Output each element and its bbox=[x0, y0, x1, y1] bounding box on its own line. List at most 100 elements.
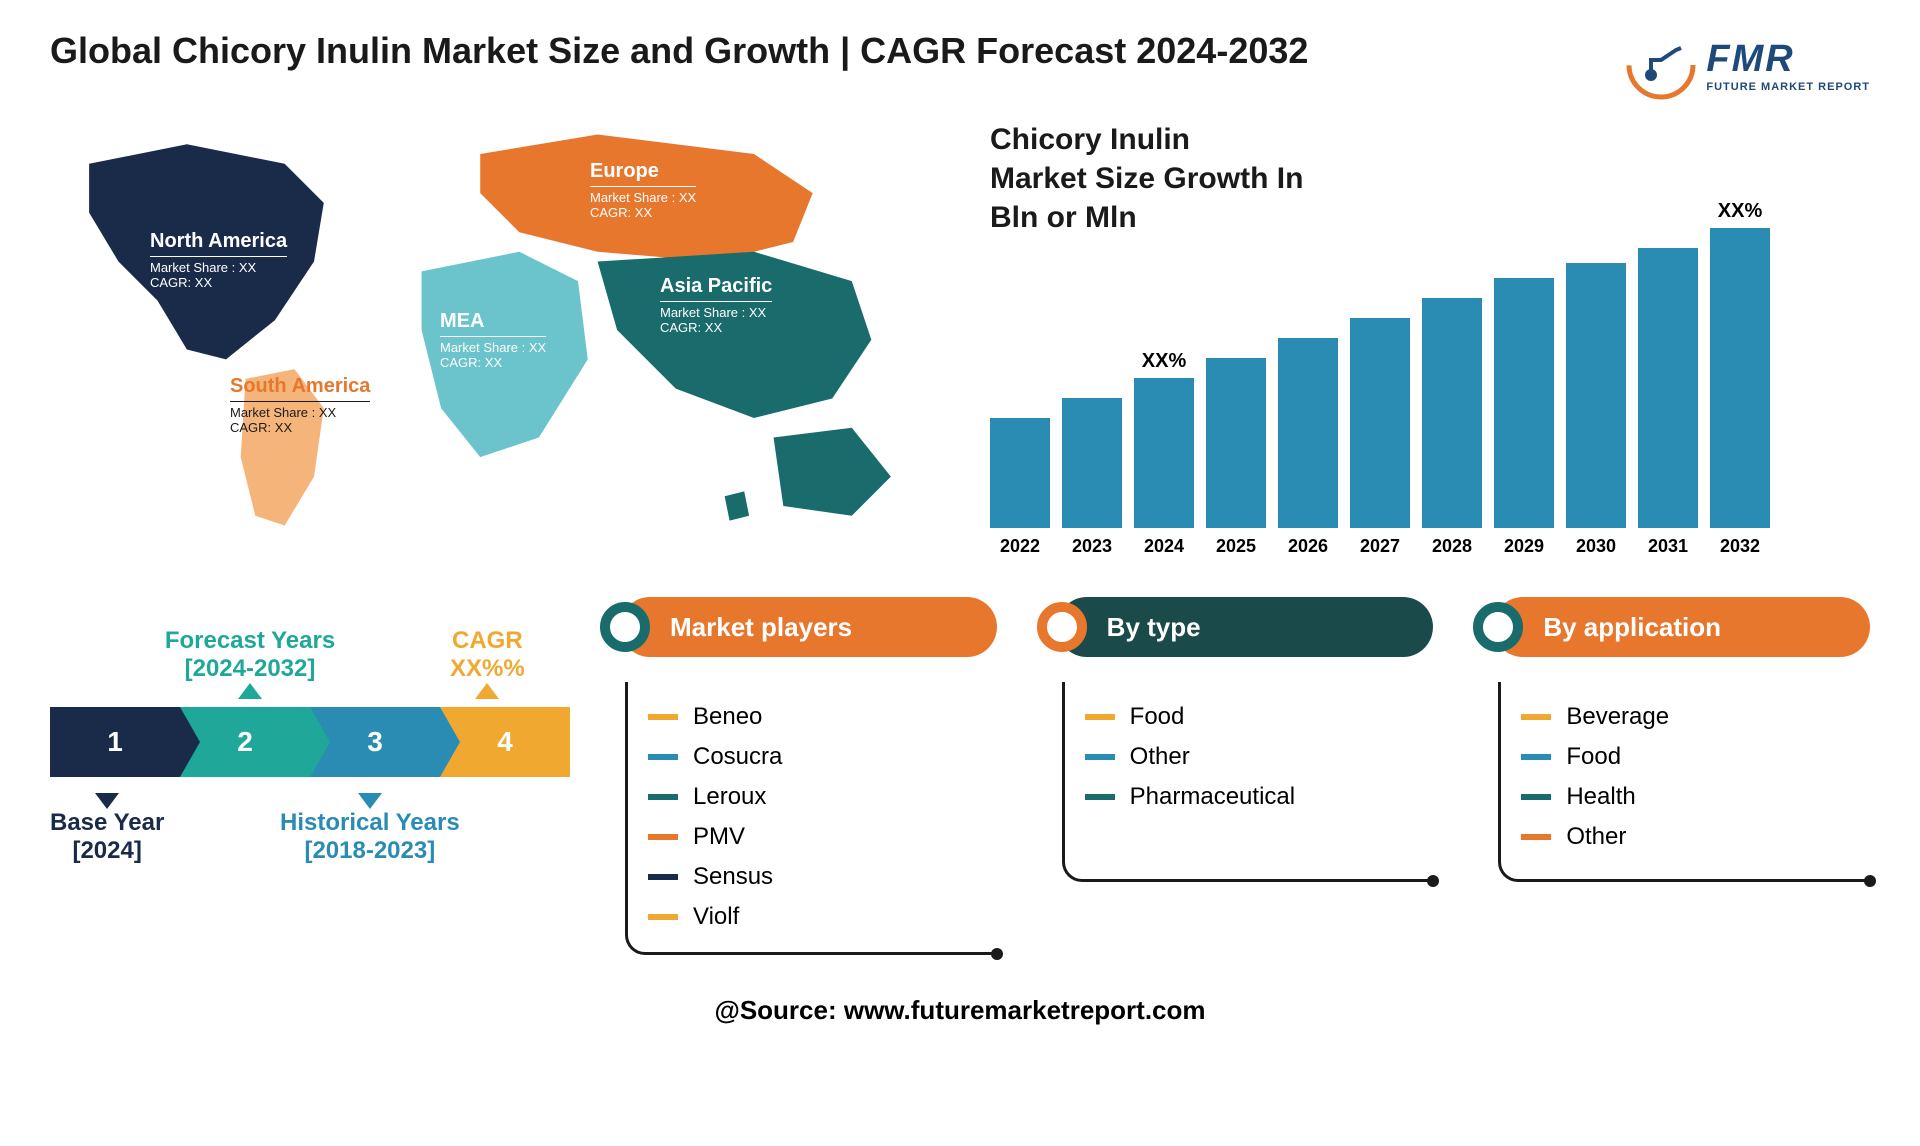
bar bbox=[1134, 378, 1194, 528]
logo-icon bbox=[1626, 30, 1696, 100]
bar-year-label: 2023 bbox=[1072, 536, 1112, 557]
bar bbox=[1710, 228, 1770, 528]
category-body: Food Other Pharmaceutical bbox=[1062, 682, 1434, 882]
category-item: Beneo bbox=[648, 697, 997, 737]
dash-icon bbox=[648, 794, 678, 800]
category-item-label: Violf bbox=[693, 903, 739, 931]
category-item: Beverage bbox=[1521, 697, 1870, 737]
circle-icon bbox=[1473, 602, 1523, 652]
dash-icon bbox=[648, 874, 678, 880]
bar bbox=[1422, 298, 1482, 528]
circle-icon bbox=[600, 602, 650, 652]
category-item-label: Food bbox=[1130, 703, 1185, 731]
category-item: Cosucra bbox=[648, 737, 997, 777]
bar-year-label: 2022 bbox=[1000, 536, 1040, 557]
bar-year-label: 2032 bbox=[1720, 536, 1760, 557]
category-item-label: Other bbox=[1566, 823, 1626, 851]
category-item: Leroux bbox=[648, 777, 997, 817]
category-item-label: Sensus bbox=[693, 863, 773, 891]
bar-2026: 2026 bbox=[1278, 338, 1338, 557]
category-header: By application bbox=[1473, 597, 1870, 657]
bar bbox=[990, 418, 1050, 528]
timeline: Forecast Years [2024-2032] CAGR XX%% 123… bbox=[50, 597, 570, 887]
bar bbox=[1566, 263, 1626, 528]
bar-2024: XX%2024 bbox=[1134, 378, 1194, 557]
category-item-label: Other bbox=[1130, 743, 1190, 771]
category-title: Market players bbox=[620, 597, 997, 657]
bar-callout: XX% bbox=[1142, 350, 1186, 373]
dash-icon bbox=[1521, 754, 1551, 760]
region-asia-pacific: Asia Pacific Market Share : XX CAGR: XX bbox=[660, 275, 772, 335]
bar-year-label: 2029 bbox=[1504, 536, 1544, 557]
category-body: Beverage Food Health Other bbox=[1498, 682, 1870, 882]
bar-2025: 2025 bbox=[1206, 358, 1266, 557]
circle-icon bbox=[1037, 602, 1087, 652]
region-mea: MEA Market Share : XX CAGR: XX bbox=[440, 310, 546, 370]
category-item: Sensus bbox=[648, 857, 997, 897]
bar-2027: 2027 bbox=[1350, 318, 1410, 557]
bar bbox=[1638, 248, 1698, 528]
bar-year-label: 2030 bbox=[1576, 536, 1616, 557]
dash-icon bbox=[648, 834, 678, 840]
category-item-label: Cosucra bbox=[693, 743, 782, 771]
bar bbox=[1206, 358, 1266, 528]
category-item: Food bbox=[1085, 697, 1434, 737]
category-item-label: Health bbox=[1566, 783, 1635, 811]
timeline-seg-1: 1 bbox=[50, 707, 180, 777]
label-base: Base Year [2024] bbox=[50, 787, 164, 865]
bar-2029: 2029 bbox=[1494, 278, 1554, 557]
bar-year-label: 2024 bbox=[1144, 536, 1184, 557]
bar-2022: 2022 bbox=[990, 418, 1050, 557]
category-body: Beneo Cosucra Leroux PMV Sensus Violf bbox=[625, 682, 997, 955]
dash-icon bbox=[1521, 794, 1551, 800]
category-title: By application bbox=[1493, 597, 1870, 657]
bars-container: 20222023XX%20242025202620272028202920302… bbox=[990, 257, 1870, 557]
bar-2030: 2030 bbox=[1566, 263, 1626, 557]
bar-2023: 2023 bbox=[1062, 398, 1122, 557]
region-europe: Europe Market Share : XX CAGR: XX bbox=[590, 160, 696, 220]
category-item: Food bbox=[1521, 737, 1870, 777]
page-title: Global Chicory Inulin Market Size and Gr… bbox=[50, 30, 1308, 72]
dash-icon bbox=[1521, 714, 1551, 720]
category-header: By type bbox=[1037, 597, 1434, 657]
category-item-label: PMV bbox=[693, 823, 745, 851]
category-item: Pharmaceutical bbox=[1085, 777, 1434, 817]
dash-icon bbox=[1085, 714, 1115, 720]
category-item: Health bbox=[1521, 777, 1870, 817]
bar-year-label: 2031 bbox=[1648, 536, 1688, 557]
dash-icon bbox=[1085, 754, 1115, 760]
bottom-section: Forecast Years [2024-2032] CAGR XX%% 123… bbox=[50, 597, 1870, 955]
category-col: By type Food Other Pharmaceutical bbox=[1037, 597, 1434, 955]
category-item: PMV bbox=[648, 817, 997, 857]
bar-year-label: 2026 bbox=[1288, 536, 1328, 557]
category-item-label: Beneo bbox=[693, 703, 762, 731]
category-item-label: Leroux bbox=[693, 783, 766, 811]
category-title: By type bbox=[1057, 597, 1434, 657]
categories: Market players Beneo Cosucra Leroux PMV Sensu… bbox=[600, 597, 1870, 955]
bar bbox=[1350, 318, 1410, 528]
bar-2032: XX%2032 bbox=[1710, 228, 1770, 557]
category-col: Market players Beneo Cosucra Leroux PMV Sensu… bbox=[600, 597, 997, 955]
bar-2031: 2031 bbox=[1638, 248, 1698, 557]
bar-2028: 2028 bbox=[1422, 298, 1482, 557]
category-col: By application Beverage Food Health Other bbox=[1473, 597, 1870, 955]
bar-chart: Chicory Inulin Market Size Growth In Bln… bbox=[960, 120, 1870, 557]
world-map: North America Market Share : XX CAGR: XX… bbox=[50, 120, 930, 540]
category-item: Other bbox=[1521, 817, 1870, 857]
label-cagr: CAGR XX%% bbox=[450, 627, 525, 705]
dash-icon bbox=[648, 914, 678, 920]
logo-subtitle: FUTURE MARKET REPORT bbox=[1706, 81, 1870, 93]
bar bbox=[1278, 338, 1338, 528]
label-historical: Historical Years [2018-2023] bbox=[280, 787, 460, 865]
category-header: Market players bbox=[600, 597, 997, 657]
dash-icon bbox=[1085, 794, 1115, 800]
category-item: Violf bbox=[648, 897, 997, 937]
category-item: Other bbox=[1085, 737, 1434, 777]
source-text: @Source: www.futuremarketreport.com bbox=[50, 995, 1870, 1026]
category-item-label: Pharmaceutical bbox=[1130, 783, 1295, 811]
logo: FMR FUTURE MARKET REPORT bbox=[1626, 30, 1870, 100]
logo-text: FMR bbox=[1706, 38, 1870, 81]
category-item-label: Beverage bbox=[1566, 703, 1669, 731]
dash-icon bbox=[1521, 834, 1551, 840]
bar bbox=[1062, 398, 1122, 528]
